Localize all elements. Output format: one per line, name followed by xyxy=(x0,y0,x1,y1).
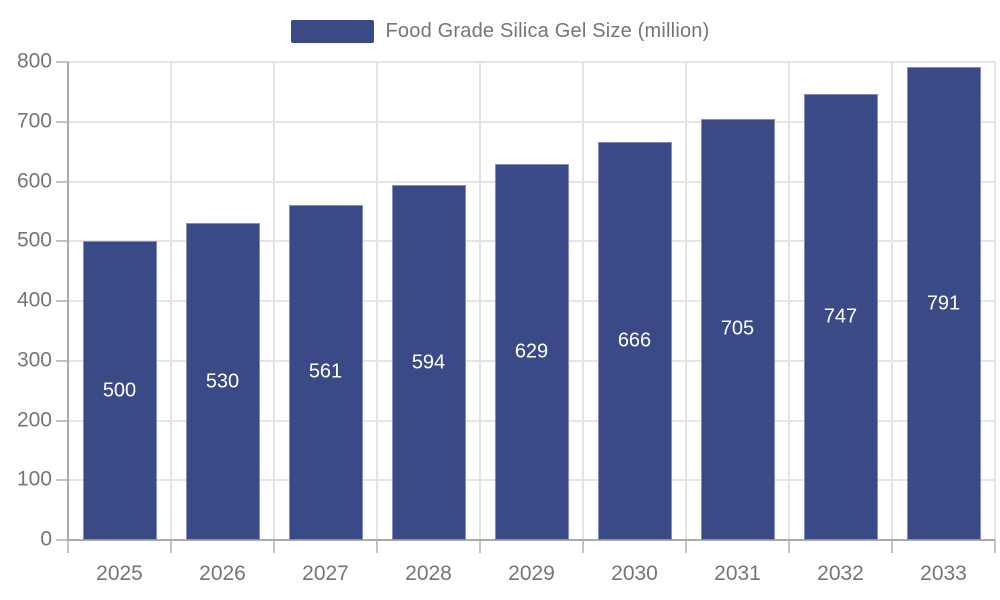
gridline-vertical xyxy=(891,62,893,540)
bar-value-label: 561 xyxy=(308,360,343,383)
x-tick-label: 2029 xyxy=(508,562,555,585)
y-tick-label: 300 xyxy=(16,348,52,372)
bar-value-label: 500 xyxy=(102,379,137,402)
y-tick-label: 0 xyxy=(40,527,52,551)
gridline-vertical xyxy=(479,62,481,540)
x-axis-tick xyxy=(994,540,996,553)
bar[interactable] xyxy=(494,164,569,540)
legend-label: Food Grade Silica Gel Size (million) xyxy=(385,20,710,42)
y-axis-tick xyxy=(56,419,68,422)
bar-value-label: 594 xyxy=(411,351,446,374)
x-tick-label: 2025 xyxy=(96,562,143,585)
bar[interactable] xyxy=(82,241,157,540)
y-tick-label: 600 xyxy=(16,169,52,193)
bar[interactable] xyxy=(906,67,981,540)
x-axis-tick xyxy=(582,540,584,553)
x-axis-tick xyxy=(891,540,893,553)
y-axis-tick xyxy=(56,479,68,482)
x-tick-label: 2032 xyxy=(817,562,864,585)
gridline-vertical xyxy=(170,62,172,540)
y-tick-label: 100 xyxy=(16,467,52,491)
x-axis-tick xyxy=(376,540,378,553)
y-tick-label: 200 xyxy=(16,408,52,432)
bar[interactable] xyxy=(597,142,672,540)
bar-value-label: 530 xyxy=(205,370,240,393)
gridline-horizontal xyxy=(68,61,995,63)
bar[interactable] xyxy=(288,204,363,540)
x-tick-label: 2026 xyxy=(199,562,246,585)
y-axis-tick xyxy=(56,359,68,362)
bar-value-label: 666 xyxy=(617,329,652,352)
gridline-vertical xyxy=(994,62,996,540)
gridline-horizontal xyxy=(68,120,995,123)
x-axis-line xyxy=(68,539,995,541)
y-axis-tick xyxy=(56,300,68,302)
x-tick-label: 2030 xyxy=(611,562,658,585)
bar[interactable] xyxy=(185,223,260,540)
y-axis-line xyxy=(67,62,69,540)
gridline-vertical xyxy=(376,62,378,540)
y-axis-tick xyxy=(56,61,68,63)
x-axis-tick xyxy=(685,540,687,553)
bar[interactable] xyxy=(803,93,878,540)
bar-value-label: 791 xyxy=(926,292,961,315)
gridline-vertical xyxy=(788,62,790,540)
x-tick-label: 2031 xyxy=(714,562,761,585)
y-axis-tick xyxy=(56,240,68,243)
legend-swatch xyxy=(290,20,374,43)
x-axis-tick xyxy=(479,540,481,553)
y-tick-label: 700 xyxy=(16,109,52,133)
legend-item[interactable]: Food Grade Silica Gel Size (million) xyxy=(0,20,1000,43)
y-axis-tick xyxy=(56,539,68,541)
x-axis-tick xyxy=(273,540,275,553)
bar-value-label: 747 xyxy=(823,305,858,328)
x-tick-label: 2028 xyxy=(405,562,452,585)
y-axis-tick xyxy=(56,120,68,123)
x-axis-tick xyxy=(788,540,790,553)
y-tick-label: 500 xyxy=(16,228,52,252)
gridline-vertical xyxy=(685,62,687,540)
y-axis-tick xyxy=(56,180,68,183)
gridline-vertical xyxy=(273,62,275,540)
bar[interactable] xyxy=(391,185,466,540)
x-axis-tick xyxy=(67,540,69,553)
bar-value-label: 705 xyxy=(720,317,755,340)
y-tick-label: 400 xyxy=(16,288,52,312)
x-axis-tick xyxy=(170,540,172,553)
y-tick-label: 800 xyxy=(16,49,52,73)
gridline-vertical xyxy=(582,62,584,540)
bar-value-label: 629 xyxy=(514,340,549,363)
x-tick-label: 2027 xyxy=(302,562,349,585)
bar[interactable] xyxy=(700,118,775,540)
x-tick-label: 2033 xyxy=(920,562,967,585)
